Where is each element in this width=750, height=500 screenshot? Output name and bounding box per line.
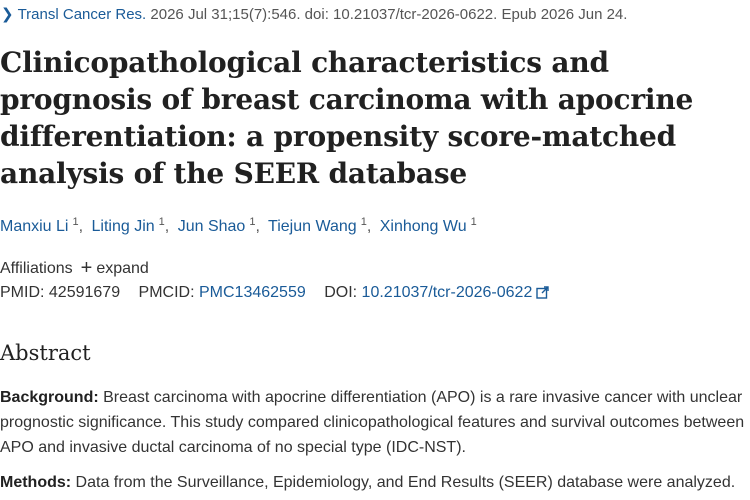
abstract-background: Background: Breast carcinoma with apocri… [0, 385, 748, 460]
author-link[interactable]: Tiejun Wang [268, 218, 357, 235]
pmid-value: 42591679 [48, 284, 121, 301]
expand-label[interactable]: expand [96, 260, 149, 277]
chevron-right-icon[interactable]: ❯ [1, 6, 14, 23]
methods-label: Methods: [0, 474, 72, 491]
journal-link[interactable]: Transl Cancer Res. [17, 6, 147, 23]
methods-text: Data from the Surveillance, Epidemiology… [71, 474, 736, 491]
author-link[interactable]: Jun Shao [177, 218, 246, 235]
author-link[interactable]: Liting Jin [91, 218, 155, 235]
author-separator: , [164, 218, 170, 235]
article-title: Clinicopathological characteristics and … [0, 46, 694, 190]
background-text: Breast carcinoma with apocrine different… [0, 389, 745, 456]
affiliations-label: Affiliations [0, 260, 73, 277]
author-affiliation-ref[interactable]: 1 [158, 216, 165, 228]
external-link-icon[interactable] [536, 286, 550, 299]
identifier-line: PMID: 42591679 PMCID: PMC13462559 DOI: 1… [0, 284, 550, 302]
pmcid-label: PMCID: [138, 284, 195, 301]
author-affiliation-ref[interactable]: 1 [72, 216, 79, 228]
plus-icon: + [80, 257, 93, 279]
author-separator: , [255, 218, 260, 235]
pmcid-link[interactable]: PMC13462559 [199, 284, 306, 301]
abstract-methods: Methods: Data from the Surveillance, Epi… [0, 470, 748, 495]
author-affiliation-ref[interactable]: 1 [470, 216, 477, 228]
citation-details: 2026 Jul 31;15(7):546. doi: 10.21037/tcr… [146, 6, 628, 23]
author-list: Manxiu Li 1, Liting Jin 1, Jun Shao 1, Tiej… [0, 216, 477, 236]
author-link[interactable]: Manxiu Li [0, 218, 69, 235]
citation-line: ❯ Transl Cancer Res. 2026 Jul 31;15(7):54… [1, 5, 627, 23]
author-separator: , [366, 218, 372, 235]
affiliations-toggle[interactable]: Affiliations + expand [0, 256, 149, 279]
author-link[interactable]: Xinhong Wu [379, 218, 467, 235]
abstract-heading: Abstract [0, 341, 91, 365]
background-label: Background: [0, 389, 99, 406]
doi-link[interactable]: 10.21037/tcr-2026-0622 [361, 284, 533, 301]
pmid-label: PMID: [0, 284, 45, 301]
author-separator: , [78, 218, 84, 235]
doi-label: DOI: [324, 284, 358, 301]
author-affiliation-ref[interactable]: 1 [249, 216, 256, 228]
author-affiliation-ref[interactable]: 1 [360, 216, 367, 228]
